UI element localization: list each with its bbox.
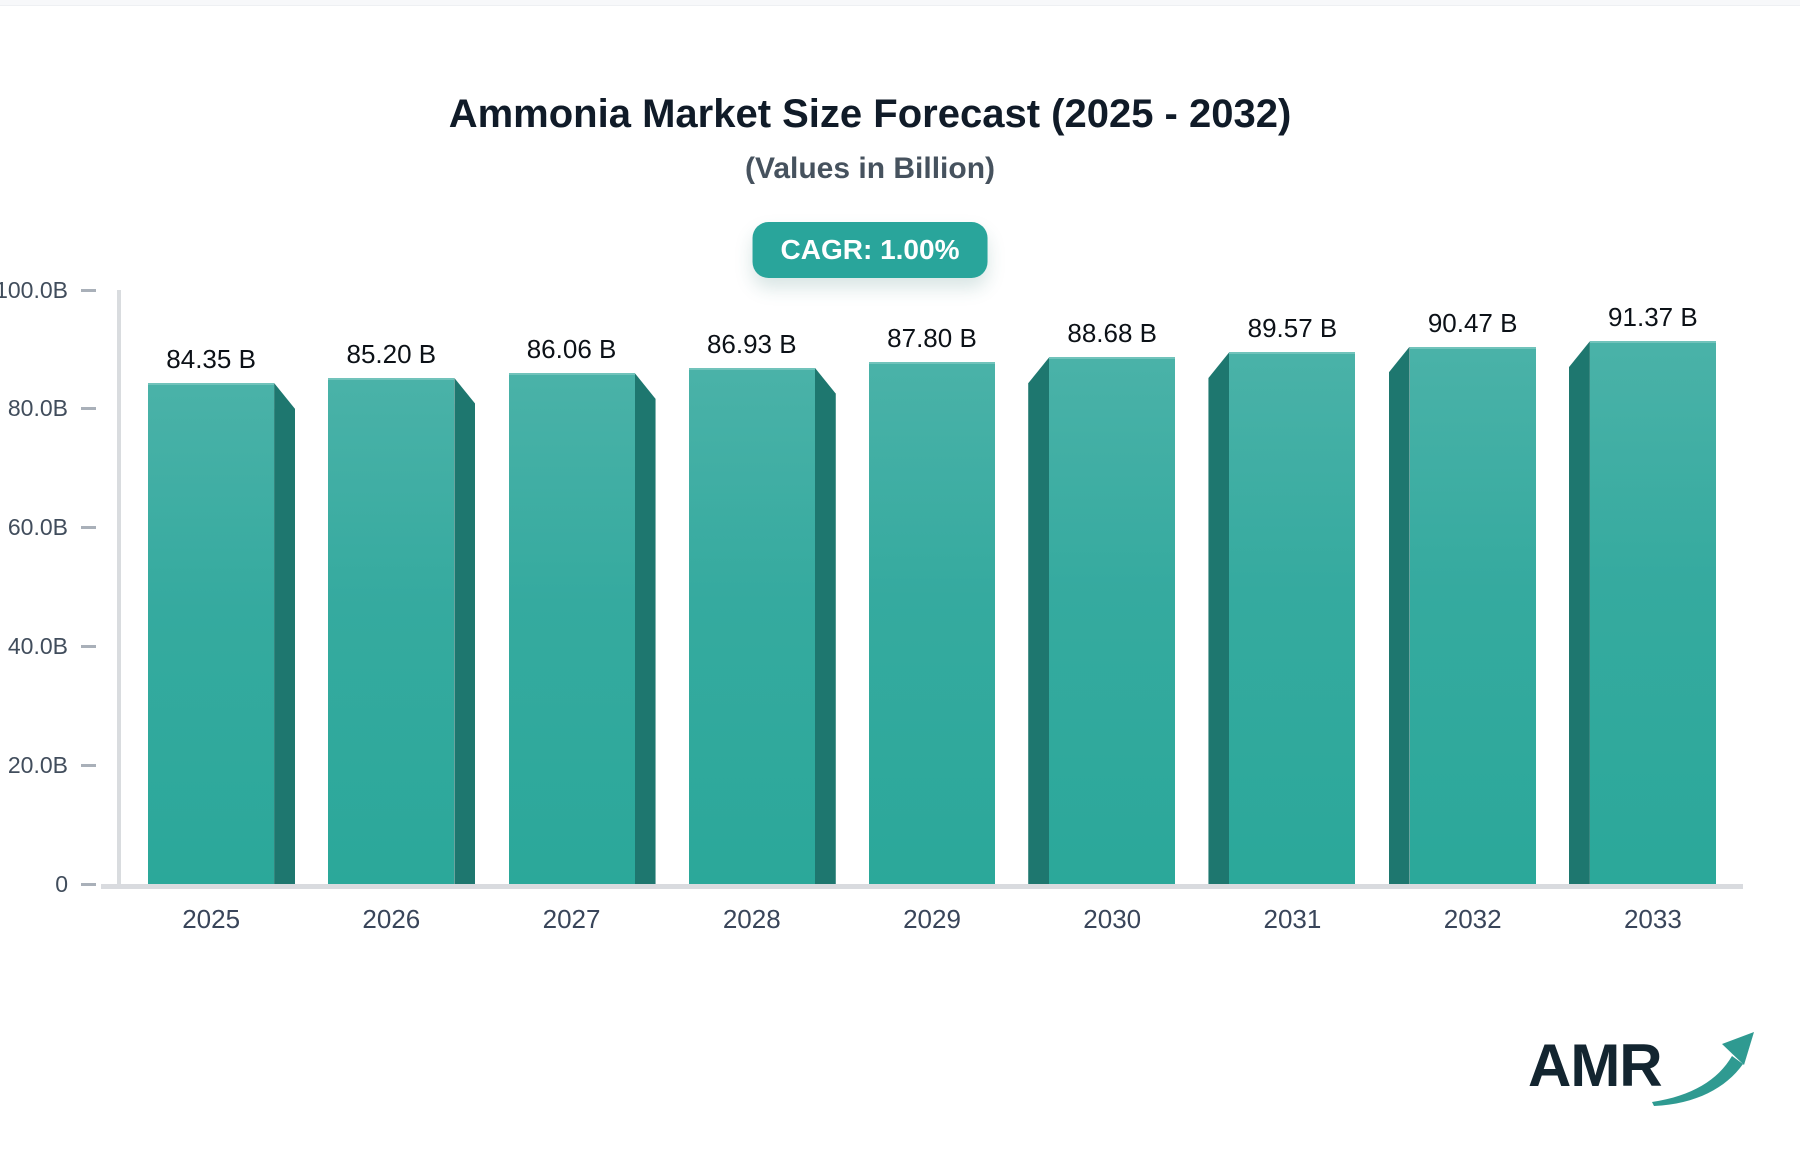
y-axis-tick: 20.0B (0, 750, 117, 780)
bar-3d-side (1028, 357, 1050, 884)
x-axis-label-2025: 2025 (182, 904, 241, 934)
x-axis-label-2031: 2031 (1263, 904, 1322, 934)
cagr-badge: CAGR: 1.00% (752, 222, 988, 278)
bar-group-2031: 89.57 B 2031 (1202, 290, 1382, 934)
y-axis-tick: 100.0B (0, 275, 117, 305)
x-axis-label-2026: 2026 (362, 904, 421, 934)
bar-2033[interactable] (1589, 341, 1716, 884)
y-axis-tick-label: 80.0B (7, 395, 68, 422)
y-axis-tick-label: 20.0B (7, 751, 68, 778)
bar-value-label: 84.35 B (166, 343, 256, 374)
bar-2027[interactable] (508, 372, 635, 884)
bar-value-label: 85.20 B (346, 338, 437, 369)
plot-area: 100.0B 80.0B 60.0B 40.0B 20.0B 0 84.35 B 2025 8… (0, 277, 1743, 934)
x-axis-label-2029: 2029 (903, 904, 961, 934)
bar-3d-side (814, 367, 836, 884)
bar-group-2029: 87.80 B 2029 (842, 290, 1022, 934)
bar-2028[interactable] (688, 367, 815, 884)
bar-2026[interactable] (328, 377, 455, 884)
bar-3d-side (634, 372, 656, 884)
y-axis-tick: 0 (0, 869, 117, 899)
x-axis-label-2032: 2032 (1443, 904, 1502, 934)
chart-title: Ammonia Market Size Forecast (2025 - 203… (448, 92, 1292, 136)
y-axis-tick-label: 60.0B (7, 514, 68, 541)
y-axis-tick: 60.0B (0, 513, 117, 543)
bar-group-2025: 84.35 B 2025 (121, 290, 301, 934)
y-axis-tick: 40.0B (0, 631, 117, 661)
y-axis-line (117, 290, 121, 884)
bar-value-label: 86.93 B (706, 328, 797, 359)
chart-subtitle: (Values in Billion) (744, 152, 996, 185)
bar-value-label: 90.47 B (1427, 307, 1518, 338)
bar-2029[interactable] (868, 362, 995, 884)
bar-group-2028: 86.93 B 2028 (662, 290, 842, 934)
bar-3d-side (1208, 351, 1230, 884)
brand-logo-text: AMR (1528, 1032, 1663, 1099)
x-axis-label-2027: 2027 (542, 904, 601, 934)
bar-value-label: 86.06 B (526, 333, 617, 364)
trend-up-arrow-icon (1646, 1028, 1766, 1119)
brand-logo: AMR (1528, 1028, 1768, 1118)
x-axis-label-2033: 2033 (1623, 904, 1682, 934)
bar-group-2033: 91.37 B 2033 (1563, 290, 1743, 934)
bar-group-2026: 85.20 B 2026 (301, 290, 481, 934)
bar-3d-side (1568, 341, 1590, 884)
y-axis-tick: 80.0B (0, 394, 117, 424)
bar-group-2027: 86.06 B 2027 (481, 290, 661, 934)
y-axis-tick-label: 0 (55, 870, 68, 897)
x-axis-line (101, 884, 1743, 889)
bar-group-2030: 88.68 B 2030 (1022, 290, 1202, 934)
bar-value-label: 87.80 B (887, 323, 977, 354)
bar-2031[interactable] (1229, 351, 1356, 884)
bar-group-2032: 90.47 B 2032 (1383, 290, 1563, 934)
bar-value-label: 89.57 B (1247, 312, 1338, 343)
bar-3d-side (274, 382, 296, 884)
y-axis-tick-mark (81, 288, 96, 292)
x-axis-label-2028: 2028 (722, 904, 781, 934)
y-axis-tick-mark (81, 882, 96, 886)
window-top-strip (0, 0, 1800, 6)
bar-3d-side (1388, 346, 1410, 884)
y-axis-tick-label: 40.0B (7, 632, 68, 659)
bar-2032[interactable] (1409, 346, 1536, 884)
bar-3d-side (454, 377, 476, 884)
x-axis-label-2030: 2030 (1083, 904, 1142, 934)
bar-value-label: 91.37 B (1608, 302, 1698, 333)
y-axis-tick-mark (81, 407, 96, 411)
y-axis-tick-label: 100.0B (0, 276, 68, 303)
y-axis-tick-mark (81, 644, 96, 648)
y-axis-tick-mark (81, 526, 96, 530)
y-axis-tick-mark (81, 763, 96, 767)
bar-2025[interactable] (148, 382, 275, 884)
bar-2030[interactable] (1049, 357, 1176, 884)
bar-value-label: 88.68 B (1067, 318, 1158, 349)
